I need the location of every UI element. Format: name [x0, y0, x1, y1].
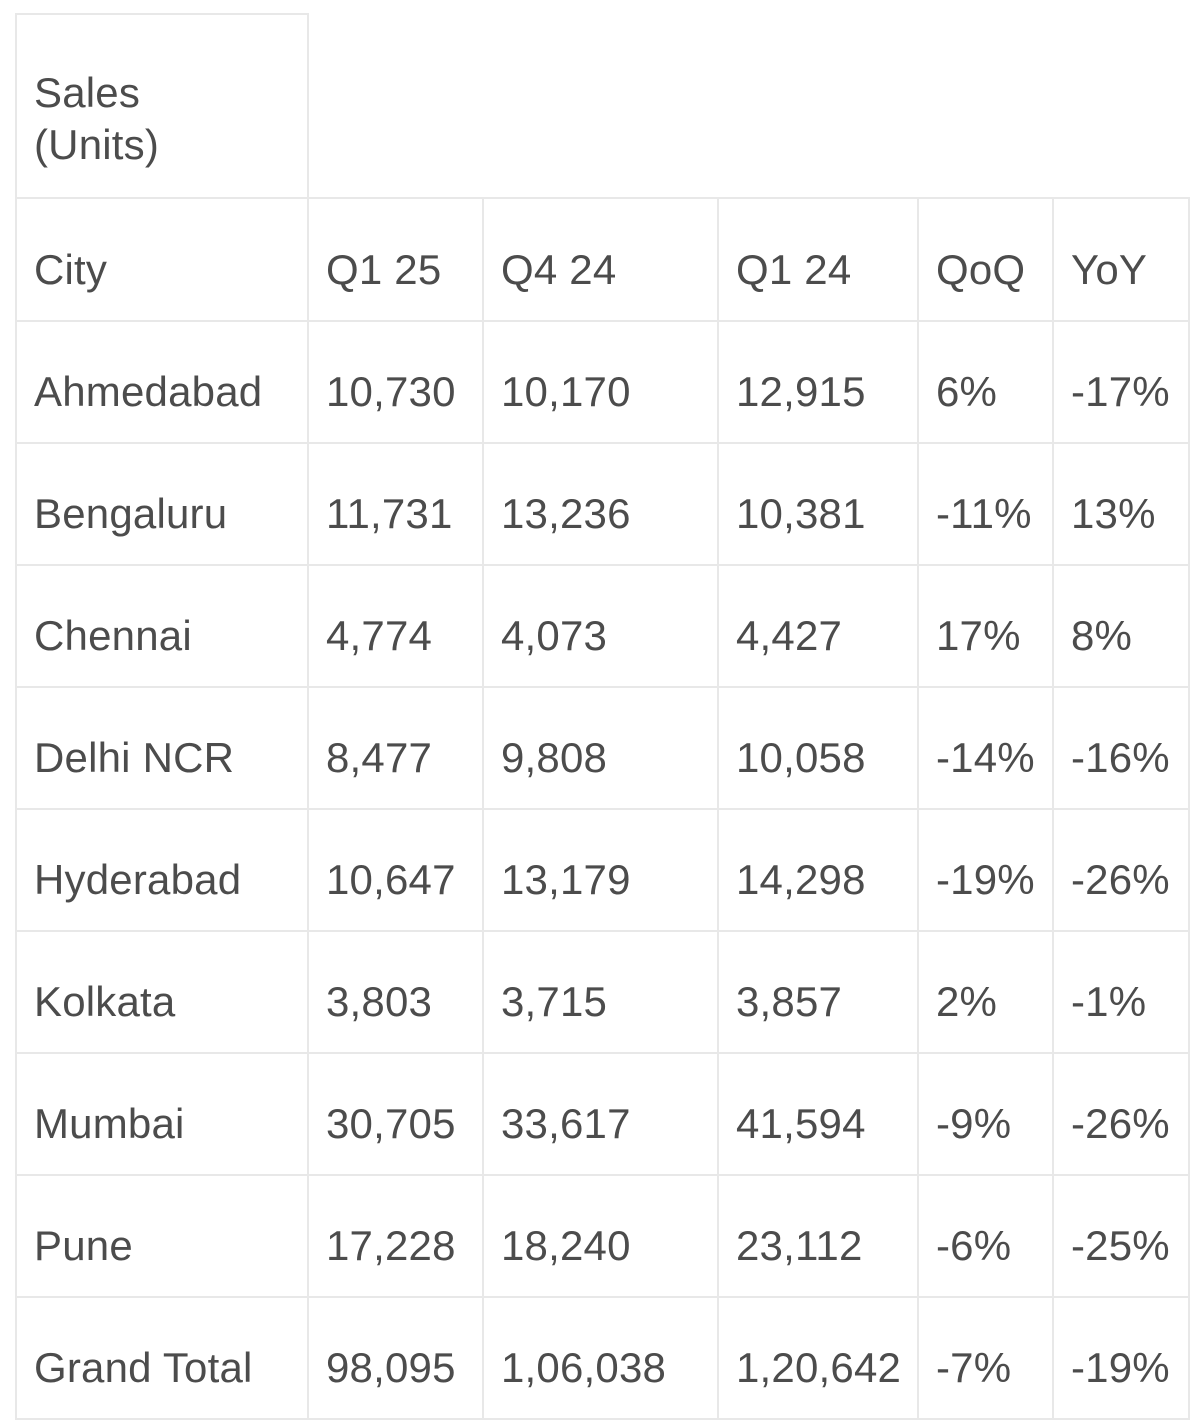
cell-city: Kolkata	[15, 930, 309, 1054]
blank-cell	[483, 14, 718, 198]
cell-yoy: -16%	[1052, 686, 1190, 810]
cell-yoy: -17%	[1052, 320, 1190, 444]
cell-yoy: -26%	[1052, 808, 1190, 932]
header-row: City Q1 25 Q4 24 Q1 24 QoQ YoY	[15, 197, 1190, 322]
column-header-q1-25: Q1 25	[307, 197, 484, 322]
cell-q1-25: 4,774	[307, 564, 484, 688]
column-header-yoy: YoY	[1052, 197, 1190, 322]
column-header-q1-24: Q1 24	[717, 197, 919, 322]
sales-units-table: Sales (Units) City Q1 25 Q4 24 Q1 24 QoQ…	[15, 13, 1190, 1420]
blank-cell	[308, 14, 483, 198]
cell-q1-24: 23,112	[717, 1174, 919, 1298]
column-header-qoq: QoQ	[917, 197, 1054, 322]
cell-qoq: -7%	[917, 1296, 1054, 1420]
cell-q4-24: 9,808	[482, 686, 719, 810]
cell-q1-24: 12,915	[717, 320, 919, 444]
cell-q4-24: 18,240	[482, 1174, 719, 1298]
cell-qoq: 2%	[917, 930, 1054, 1054]
cell-q1-24: 3,857	[717, 930, 919, 1054]
cell-q1-25: 8,477	[307, 686, 484, 810]
table-row-pune: Pune 17,228 18,240 23,112 -6% -25%	[15, 1174, 1190, 1298]
blank-cell	[718, 14, 918, 198]
cell-qoq: -11%	[917, 442, 1054, 566]
cell-yoy: 13%	[1052, 442, 1190, 566]
cell-q4-24: 13,179	[482, 808, 719, 932]
cell-q4-24: 3,715	[482, 930, 719, 1054]
cell-q4-24: 33,617	[482, 1052, 719, 1176]
cell-q1-24: 41,594	[717, 1052, 919, 1176]
cell-q1-24: 4,427	[717, 564, 919, 688]
table-row-kolkata: Kolkata 3,803 3,715 3,857 2% -1%	[15, 930, 1190, 1054]
table-title: Sales (Units)	[34, 68, 160, 168]
column-header-q4-24: Q4 24	[482, 197, 719, 322]
cell-qoq: 6%	[917, 320, 1054, 444]
cell-city: Hyderabad	[15, 808, 309, 932]
cell-qoq: -19%	[917, 808, 1054, 932]
table-row-hyderabad: Hyderabad 10,647 13,179 14,298 -19% -26%	[15, 808, 1190, 932]
table-row-bengaluru: Bengaluru 11,731 13,236 10,381 -11% 13%	[15, 442, 1190, 566]
cell-city: Bengaluru	[15, 442, 309, 566]
cell-qoq: -6%	[917, 1174, 1054, 1298]
cell-q4-24: 1,06,038	[482, 1296, 719, 1420]
cell-q1-25: 10,730	[307, 320, 484, 444]
cell-q1-25: 30,705	[307, 1052, 484, 1176]
cell-q1-24: 10,058	[717, 686, 919, 810]
cell-yoy: -1%	[1052, 930, 1190, 1054]
cell-city: Ahmedabad	[15, 320, 309, 444]
table-row-delhi-ncr: Delhi NCR 8,477 9,808 10,058 -14% -16%	[15, 686, 1190, 810]
cell-q4-24: 10,170	[482, 320, 719, 444]
cell-q1-24: 10,381	[717, 442, 919, 566]
cell-q1-24: 14,298	[717, 808, 919, 932]
table-row-mumbai: Mumbai 30,705 33,617 41,594 -9% -26%	[15, 1052, 1190, 1176]
cell-q1-25: 98,095	[307, 1296, 484, 1420]
blank-cell	[918, 14, 1053, 198]
cell-qoq: -9%	[917, 1052, 1054, 1176]
cell-yoy: -25%	[1052, 1174, 1190, 1298]
cell-city: Grand Total	[15, 1296, 309, 1420]
cell-q4-24: 4,073	[482, 564, 719, 688]
cell-city: Mumbai	[15, 1052, 309, 1176]
blank-cell	[1053, 14, 1189, 198]
table-row-chennai: Chennai 4,774 4,073 4,427 17% 8%	[15, 564, 1190, 688]
cell-qoq: 17%	[917, 564, 1054, 688]
column-header-city: City	[15, 197, 309, 322]
cell-q1-25: 10,647	[307, 808, 484, 932]
cell-city: Delhi NCR	[15, 686, 309, 810]
title-row: Sales (Units)	[15, 13, 1189, 199]
cell-q4-24: 13,236	[482, 442, 719, 566]
cell-city: Pune	[15, 1174, 309, 1298]
cell-qoq: -14%	[917, 686, 1054, 810]
cell-q1-25: 17,228	[307, 1174, 484, 1298]
cell-city: Chennai	[15, 564, 309, 688]
cell-q1-25: 11,731	[307, 442, 484, 566]
table-row-ahmedabad: Ahmedabad 10,730 10,170 12,915 6% -17%	[15, 320, 1190, 444]
cell-yoy: -19%	[1052, 1296, 1190, 1420]
table-title-cell: Sales (Units)	[15, 13, 309, 199]
cell-q1-25: 3,803	[307, 930, 484, 1054]
cell-q1-24: 1,20,642	[717, 1296, 919, 1420]
cell-yoy: 8%	[1052, 564, 1190, 688]
cell-yoy: -26%	[1052, 1052, 1190, 1176]
table-row-grand-total: Grand Total 98,095 1,06,038 1,20,642 -7%…	[15, 1296, 1190, 1420]
